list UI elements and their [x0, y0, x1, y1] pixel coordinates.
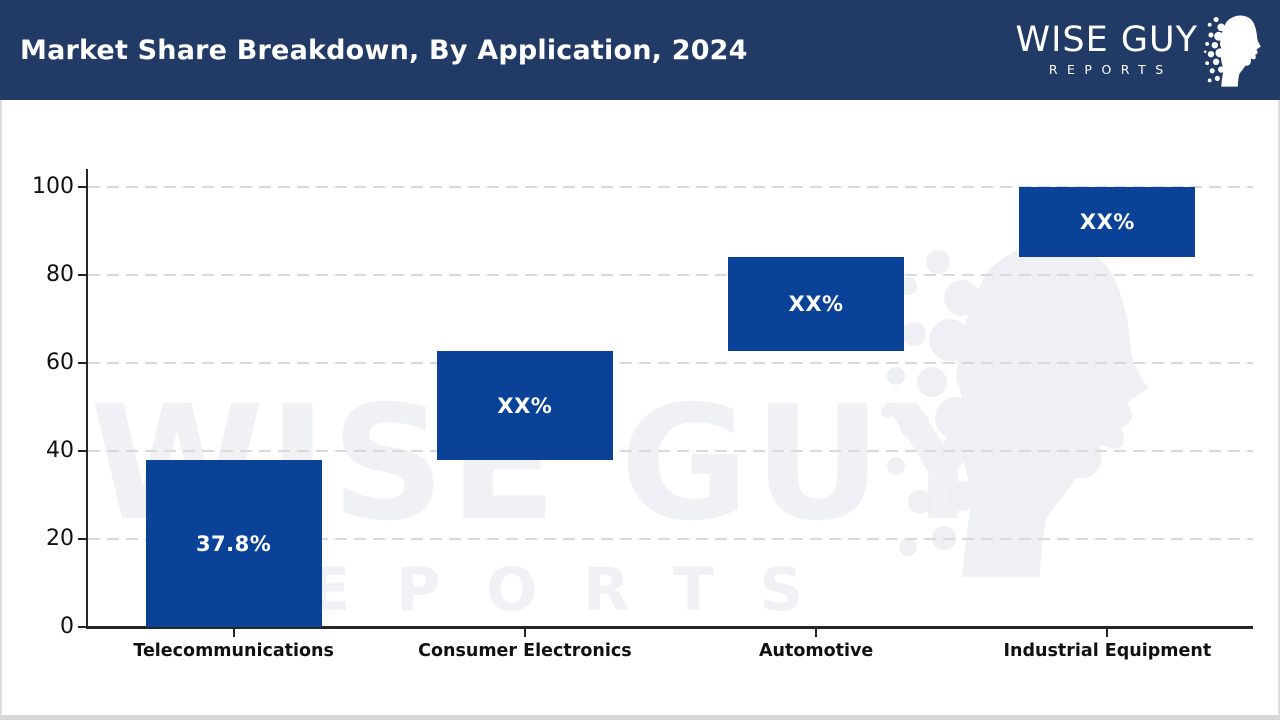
category-tick: [232, 628, 235, 637]
footer-strip: [0, 715, 1280, 720]
bar-label: XX%: [1079, 209, 1135, 234]
bar-label: 37.8%: [195, 531, 272, 556]
y-tick: [78, 185, 87, 188]
y-tick-label: 60: [46, 349, 74, 375]
header-bar: Market Share Breakdown, By Application, …: [0, 0, 1280, 100]
bar: XX%: [1019, 186, 1196, 258]
bar: 37.8%: [145, 460, 322, 627]
category-label: Industrial Equipment: [1003, 641, 1212, 661]
category-tick: [1106, 628, 1109, 637]
y-tick-label: 40: [46, 437, 74, 463]
page-title: Market Share Breakdown, By Application, …: [20, 34, 748, 66]
logo-text: WISE GUY REPORTS: [1015, 20, 1198, 78]
y-tick-label: 0: [60, 614, 74, 639]
y-tick: [78, 361, 87, 364]
bar-label: XX%: [497, 393, 553, 418]
y-tick: [78, 449, 87, 452]
y-tick: [78, 273, 87, 276]
y-tick-label: 80: [46, 261, 74, 287]
x-axis: [86, 626, 1253, 629]
y-tick-label: 20: [46, 525, 74, 551]
bar-label: XX%: [788, 292, 844, 317]
gridline: [88, 361, 1253, 364]
category-tick: [815, 628, 818, 637]
category-label: Telecommunications: [133, 641, 334, 661]
wiseguy-logo: WISE GUY REPORTS: [1015, 13, 1266, 87]
category-tick: [523, 628, 526, 637]
y-tick: [78, 537, 87, 540]
gridline: [88, 537, 1253, 540]
bar: XX%: [728, 257, 905, 352]
logo-wordmark: WISE GUY: [1015, 20, 1198, 60]
y-axis: [86, 169, 88, 629]
y-tick-label: 100: [32, 173, 74, 199]
bar: XX%: [436, 351, 613, 461]
category-label: Automotive: [758, 641, 874, 661]
y-tick: [78, 626, 87, 628]
gridline: [88, 273, 1253, 276]
gridline: [88, 185, 1253, 188]
logo-subtext: REPORTS: [1048, 62, 1173, 77]
gridline: [88, 449, 1253, 452]
category-label: Consumer Electronics: [418, 641, 632, 661]
